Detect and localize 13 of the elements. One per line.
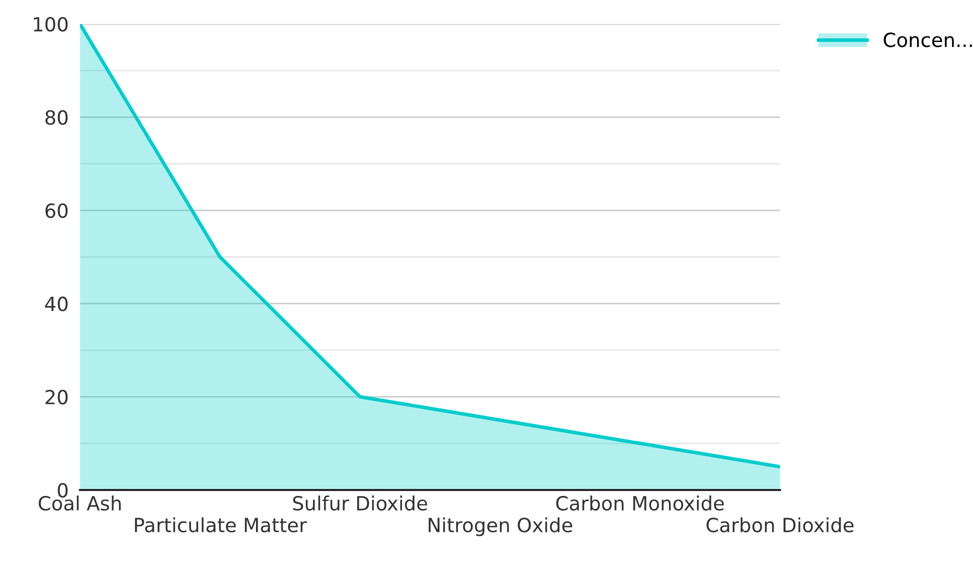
x-tick-label: Carbon Monoxide xyxy=(556,496,724,511)
x-tick-label: Nitrogen Oxide xyxy=(428,517,572,536)
x-tick-label: Particulate Matter xyxy=(135,517,307,532)
y-tick-label: 100 xyxy=(34,16,68,32)
x-tick-label: Sulfur Dioxide xyxy=(293,496,428,511)
legend-label: Concen... xyxy=(884,32,972,48)
y-tick-label: 60 xyxy=(46,203,68,218)
x-tick-label: Carbon Dioxide xyxy=(706,517,854,532)
y-tick-label: 80 xyxy=(45,110,68,125)
y-tick-label: 40 xyxy=(45,296,68,312)
y-tick-label: 0 xyxy=(58,482,68,498)
y-tick-label: 20 xyxy=(46,390,68,404)
x-tick-label: Coal Ash xyxy=(38,496,121,511)
